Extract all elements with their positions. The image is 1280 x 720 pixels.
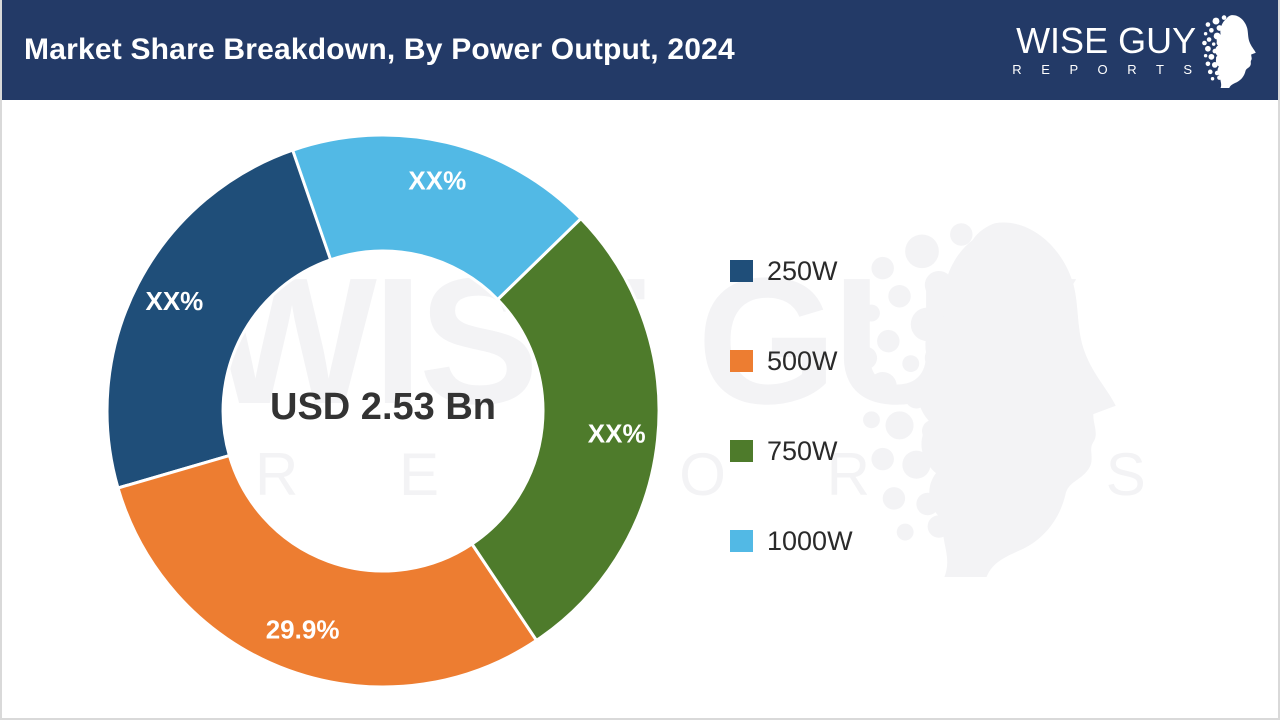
chart-center-value: USD 2.53 Bn xyxy=(270,386,496,428)
legend-swatch-750w xyxy=(730,440,753,462)
chart-legend: 250W 500W 750W 1000W xyxy=(730,256,853,556)
legend-item-750w: 750W xyxy=(730,436,853,466)
face-dot xyxy=(1203,53,1208,57)
donut-slice-1000w xyxy=(291,133,583,301)
logo-wordmark: WISE GUY xyxy=(1016,20,1197,61)
legend-item-250w: 250W xyxy=(730,256,853,286)
face-dot xyxy=(1218,47,1223,52)
face-dot xyxy=(1205,45,1211,52)
logo-text: WISE GUY R E P O R T S xyxy=(1012,20,1200,78)
legend-item-1000w: 1000W xyxy=(730,526,853,556)
face-dot xyxy=(1214,70,1220,75)
legend-label-250w: 250W xyxy=(767,256,838,286)
chart-area: WISE GUY R E P O R T S XX% 29.9% XX% XX% US… xyxy=(2,100,1278,718)
face-dot xyxy=(1205,21,1211,27)
face-dot xyxy=(1210,76,1215,80)
slice-value-label-250w: XX% xyxy=(145,286,203,316)
face-dot xyxy=(1216,24,1223,31)
face-dot xyxy=(1208,53,1215,60)
legend-swatch-250w xyxy=(730,260,753,282)
report-header: Market Share Breakdown, By Power Output,… xyxy=(2,0,1278,100)
legend-swatch-1000w xyxy=(730,530,753,552)
face-dot xyxy=(1216,55,1221,60)
face-dot xyxy=(1202,40,1207,45)
report-title: Market Share Breakdown, By Power Output,… xyxy=(24,33,735,66)
face-dot xyxy=(1211,61,1218,68)
face-profile-shape xyxy=(1215,14,1256,88)
face-dot xyxy=(1221,14,1227,20)
legend-item-500w: 500W xyxy=(730,346,853,376)
slice-value-label-1000w: XX% xyxy=(408,165,466,195)
legend-label-1000w: 1000W xyxy=(767,526,853,556)
face-dot xyxy=(1212,17,1220,25)
face-dot xyxy=(1207,69,1213,74)
face-dot xyxy=(1216,39,1223,46)
legend-label-500w: 500W xyxy=(767,346,838,376)
face-dot xyxy=(1211,41,1216,46)
donut-slice-250w xyxy=(105,148,333,490)
logo-subtitle: R E P O R T S xyxy=(1012,62,1200,77)
slice-value-label-750w: XX% xyxy=(588,418,646,448)
donut-chart: XX% 29.9% XX% XX% xyxy=(105,133,661,689)
donut-slice-500w xyxy=(116,454,538,689)
face-dot xyxy=(1213,32,1221,40)
donut-slice-750w xyxy=(470,217,661,642)
face-dot xyxy=(1212,48,1218,53)
legend-swatch-500w xyxy=(730,350,753,372)
face-dot xyxy=(1209,27,1214,33)
face-dot xyxy=(1206,36,1212,42)
face-dot xyxy=(1217,74,1222,80)
slice-value-label-500w: 29.9% xyxy=(266,615,340,645)
face-dot xyxy=(1203,31,1208,35)
wiseguy-face-icon xyxy=(1202,14,1256,88)
legend-label-750w: 750W xyxy=(767,436,838,466)
wiseguy-logo: WISE GUY R E P O R T S xyxy=(1012,13,1260,88)
face-dot xyxy=(1205,60,1211,66)
face-dot xyxy=(1218,63,1223,68)
